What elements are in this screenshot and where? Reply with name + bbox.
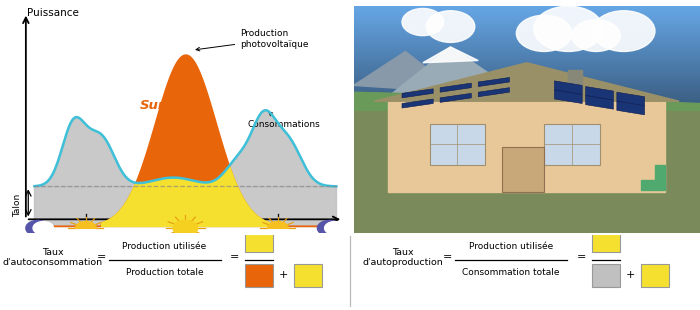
Text: =: = <box>97 252 106 262</box>
Polygon shape <box>354 51 458 92</box>
Text: Taux
d'autoproduction: Taux d'autoproduction <box>362 248 443 267</box>
Polygon shape <box>478 88 510 97</box>
Bar <box>430 124 485 165</box>
Circle shape <box>572 20 620 51</box>
FancyBboxPatch shape <box>592 229 620 252</box>
Bar <box>568 69 582 92</box>
FancyBboxPatch shape <box>245 229 273 252</box>
Polygon shape <box>317 220 342 236</box>
Polygon shape <box>440 83 471 92</box>
Text: Talon: Talon <box>13 193 22 217</box>
Polygon shape <box>76 222 96 228</box>
Polygon shape <box>388 47 513 97</box>
Polygon shape <box>617 101 645 115</box>
Text: Production totale: Production totale <box>126 268 203 277</box>
Bar <box>544 124 599 165</box>
Polygon shape <box>267 222 288 228</box>
Bar <box>388 101 665 192</box>
Text: =: = <box>230 252 239 262</box>
Polygon shape <box>617 92 645 106</box>
Polygon shape <box>586 95 613 109</box>
Text: Puissance: Puissance <box>27 8 79 18</box>
Circle shape <box>173 220 197 236</box>
Text: Production utilisée: Production utilisée <box>122 242 206 251</box>
Text: Consommation totale: Consommation totale <box>462 268 560 277</box>
Polygon shape <box>354 92 700 110</box>
Polygon shape <box>325 222 345 235</box>
Polygon shape <box>374 63 679 101</box>
Polygon shape <box>33 222 53 235</box>
Text: Taux
d'autoconsommation: Taux d'autoconsommation <box>2 248 103 267</box>
Polygon shape <box>423 47 478 63</box>
FancyBboxPatch shape <box>294 264 322 287</box>
Text: Consommations: Consommations <box>247 112 320 129</box>
FancyBboxPatch shape <box>640 264 668 287</box>
Polygon shape <box>554 90 582 104</box>
Polygon shape <box>586 86 613 100</box>
Polygon shape <box>402 99 433 108</box>
Circle shape <box>402 8 444 36</box>
FancyBboxPatch shape <box>245 264 273 287</box>
Text: Production
photovoltaïque: Production photovoltaïque <box>196 29 309 51</box>
Circle shape <box>593 11 655 51</box>
Polygon shape <box>641 165 665 189</box>
Polygon shape <box>402 89 433 98</box>
Polygon shape <box>554 81 582 95</box>
Text: =: = <box>443 252 453 262</box>
Polygon shape <box>478 78 510 86</box>
Circle shape <box>517 15 572 51</box>
Text: +: + <box>625 270 635 280</box>
Bar <box>503 147 544 192</box>
Circle shape <box>426 11 475 42</box>
FancyBboxPatch shape <box>592 264 620 287</box>
Text: Surplus: Surplus <box>140 99 197 112</box>
Circle shape <box>533 6 603 51</box>
Text: =: = <box>576 252 586 262</box>
Text: Production utilisée: Production utilisée <box>469 242 553 251</box>
Text: +: + <box>279 270 288 280</box>
Polygon shape <box>26 220 50 236</box>
Polygon shape <box>440 93 471 102</box>
